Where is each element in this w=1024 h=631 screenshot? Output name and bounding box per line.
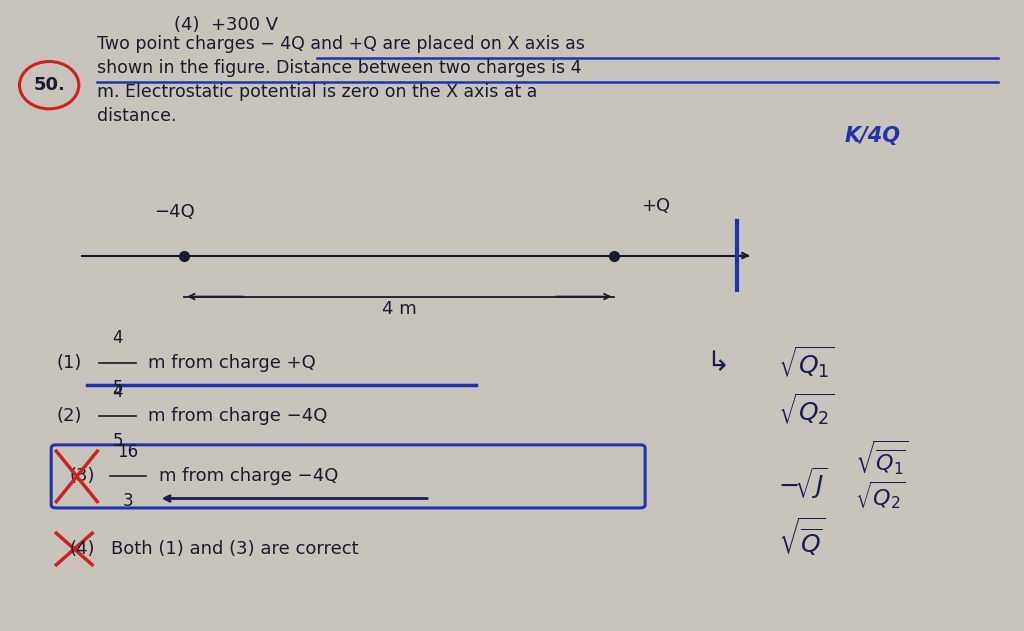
Text: 4 m: 4 m xyxy=(382,300,417,318)
Text: (1): (1) xyxy=(56,354,82,372)
Text: K/4Q: K/4Q xyxy=(845,126,901,146)
Text: 4: 4 xyxy=(113,382,123,401)
Text: m from charge +Q: m from charge +Q xyxy=(148,354,316,372)
Text: ↳: ↳ xyxy=(707,349,730,377)
Text: (4): (4) xyxy=(70,540,95,558)
Text: Both (1) and (3) are correct: Both (1) and (3) are correct xyxy=(111,540,358,558)
Text: (2): (2) xyxy=(56,408,82,425)
Text: $\sqrt{\overline{Q}}$: $\sqrt{\overline{Q}}$ xyxy=(778,515,825,558)
Text: $\sqrt{Q_1}$: $\sqrt{Q_1}$ xyxy=(778,345,835,381)
Text: m from charge −4Q: m from charge −4Q xyxy=(148,408,328,425)
Text: 5: 5 xyxy=(113,432,123,451)
Text: 50.: 50. xyxy=(33,76,66,94)
Text: 4: 4 xyxy=(113,329,123,347)
Text: −4Q: −4Q xyxy=(154,203,195,221)
Text: 3: 3 xyxy=(123,492,133,510)
Text: $\sqrt{Q_2}$: $\sqrt{Q_2}$ xyxy=(855,480,905,511)
Text: shown in the figure. Distance between two charges is 4: shown in the figure. Distance between tw… xyxy=(97,59,582,77)
Text: m from charge −4Q: m from charge −4Q xyxy=(159,468,338,485)
Text: $\sqrt{Q_2}$: $\sqrt{Q_2}$ xyxy=(778,392,835,428)
Text: (4)  +300 V: (4) +300 V xyxy=(174,16,279,34)
Text: distance.: distance. xyxy=(97,107,177,125)
Text: Two point charges − 4Q and +Q are placed on X axis as: Two point charges − 4Q and +Q are placed… xyxy=(97,35,585,53)
Text: 16: 16 xyxy=(118,442,138,461)
Text: +Q: +Q xyxy=(641,196,670,215)
Text: m. Electrostatic potential is zero on the X axis at a: m. Electrostatic potential is zero on th… xyxy=(97,83,538,101)
Text: 5: 5 xyxy=(113,379,123,397)
Text: $-\!\sqrt{J}$: $-\!\sqrt{J}$ xyxy=(778,465,828,500)
Text: $\sqrt{\overline{Q_1}}$: $\sqrt{\overline{Q_1}}$ xyxy=(855,439,908,476)
FancyBboxPatch shape xyxy=(51,445,645,508)
Text: (3): (3) xyxy=(70,468,95,485)
